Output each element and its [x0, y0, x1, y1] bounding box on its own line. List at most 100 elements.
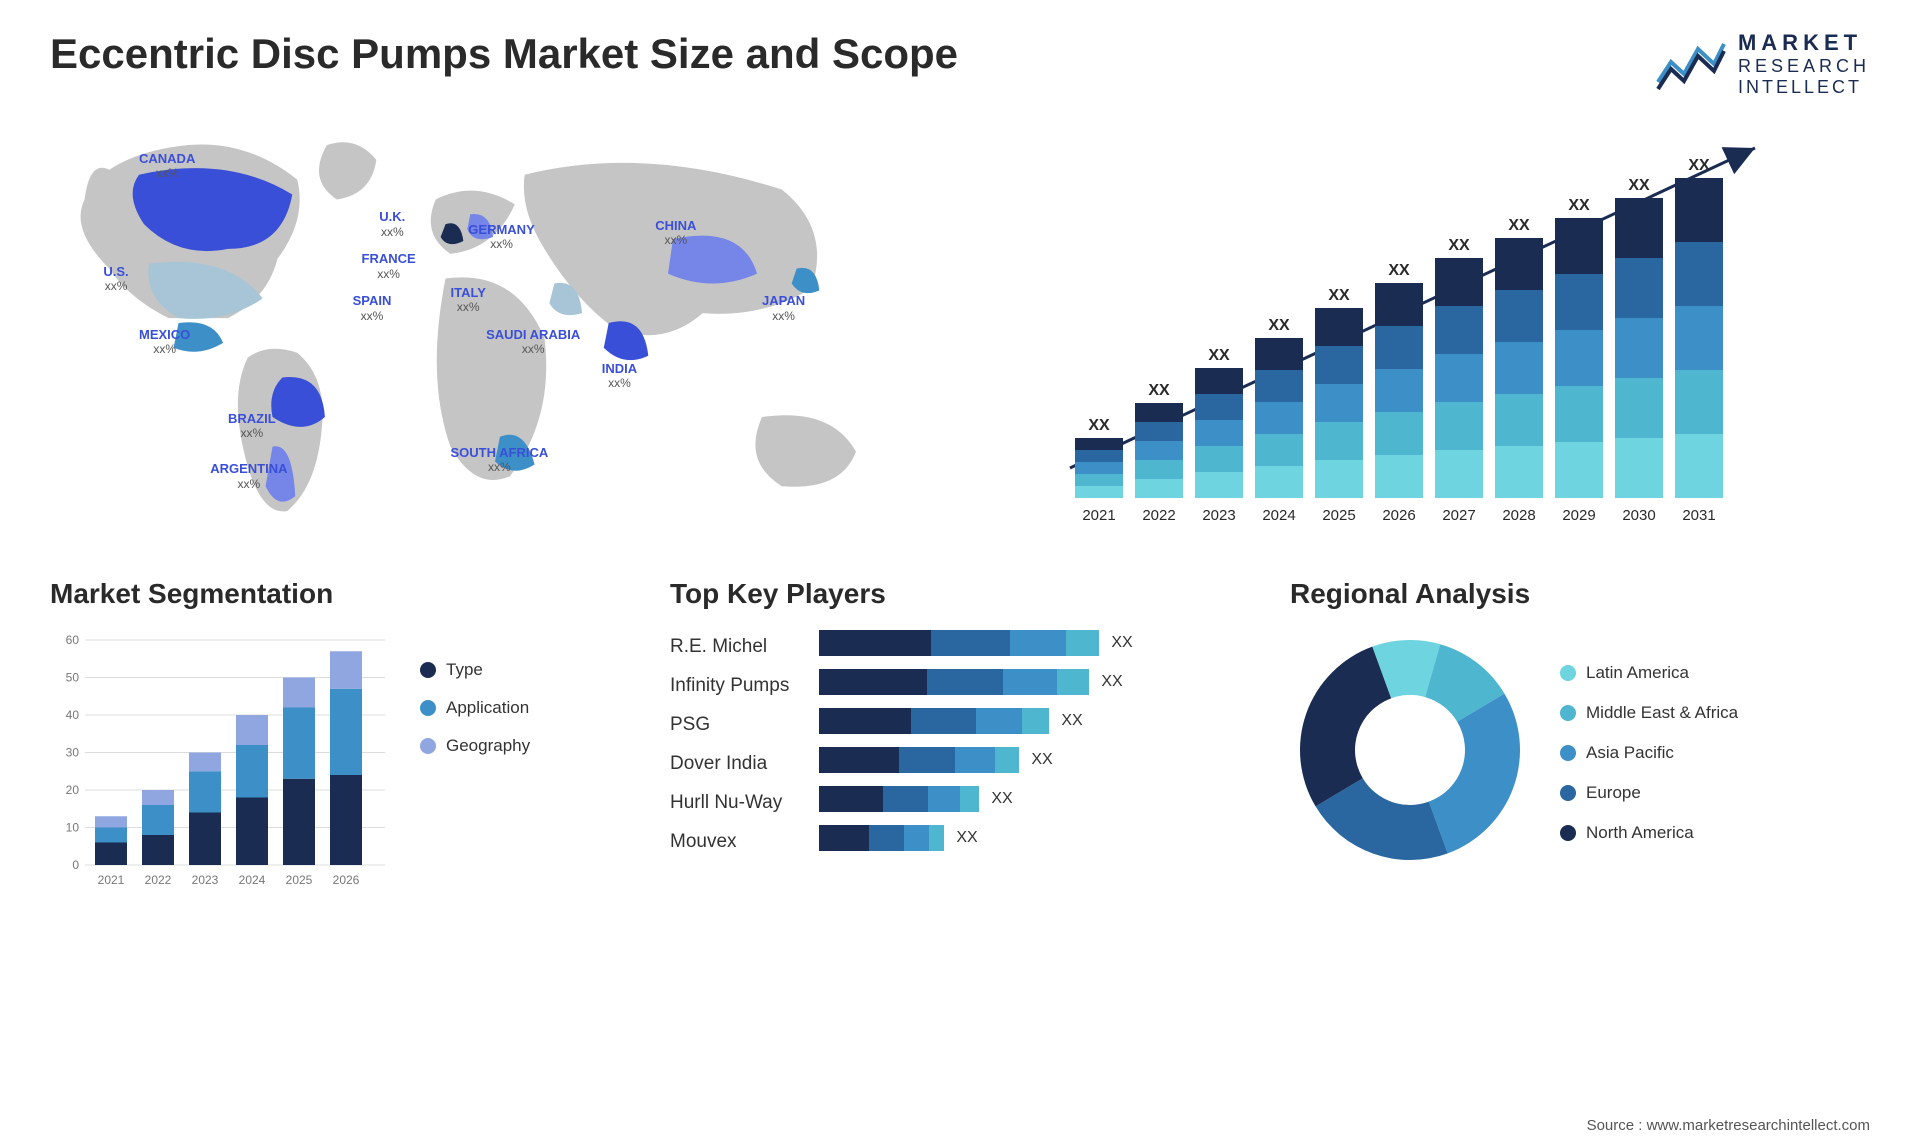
svg-text:2021: 2021	[98, 873, 125, 887]
player-name: Mouvex	[670, 829, 789, 855]
map-label-germany: GERMANYxx%	[468, 223, 534, 252]
svg-text:2021: 2021	[1082, 507, 1115, 524]
player-bar-row: XX	[819, 630, 1250, 656]
svg-text:2023: 2023	[192, 873, 219, 887]
logo: MARKET RESEARCH INTELLECT	[1656, 30, 1870, 98]
svg-text:10: 10	[66, 821, 80, 835]
map-label-argentina: ARGENTINAxx%	[210, 462, 287, 491]
svg-text:XX: XX	[1688, 157, 1710, 174]
bottom-row: Market Segmentation 0 10 20 30 40 50 60 2021 202…	[50, 578, 1870, 890]
map-label-china: CHINAxx%	[655, 219, 696, 248]
source-text: Source : www.marketresearchintellect.com	[1587, 1117, 1870, 1134]
logo-line3: INTELLECT	[1738, 77, 1870, 98]
segmentation-chart: 0 10 20 30 40 50 60 2021 2022 2023 2024 2025 2026	[50, 630, 390, 890]
player-name: R.E. Michel	[670, 634, 789, 660]
world-map-panel: CANADAxx% U.S.xx% MEXICOxx% BRAZILxx% ARGENT…	[50, 118, 940, 538]
header: Eccentric Disc Pumps Market Size and Sco…	[50, 30, 1870, 98]
player-bar-row: XX	[819, 786, 1250, 812]
map-label-italy: ITALYxx%	[451, 286, 486, 315]
svg-text:2022: 2022	[1142, 507, 1175, 524]
player-value: XX	[1111, 634, 1132, 652]
player-value: XX	[1101, 673, 1122, 691]
svg-text:30: 30	[66, 746, 80, 760]
player-bar-row: XX	[819, 669, 1250, 695]
regional-title: Regional Analysis	[1290, 578, 1870, 610]
svg-text:2026: 2026	[1382, 507, 1415, 524]
regional-legend-item: Latin America	[1560, 663, 1738, 683]
svg-text:XX: XX	[1568, 197, 1590, 214]
page-title: Eccentric Disc Pumps Market Size and Sco…	[50, 30, 958, 78]
svg-text:XX: XX	[1448, 237, 1470, 254]
svg-text:2024: 2024	[1262, 507, 1295, 524]
svg-text:2031: 2031	[1682, 507, 1715, 524]
map-label-brazil: BRAZILxx%	[228, 412, 276, 441]
regional-legend-item: Europe	[1560, 783, 1738, 803]
svg-text:XX: XX	[1328, 287, 1350, 304]
player-name: Infinity Pumps	[670, 673, 789, 699]
regional-legend-item: Asia Pacific	[1560, 743, 1738, 763]
svg-text:XX: XX	[1268, 317, 1290, 334]
seg-legend-geography: Geography	[420, 736, 530, 756]
map-label-france: FRANCExx%	[362, 252, 416, 281]
svg-text:2022: 2022	[145, 873, 172, 887]
forecast-chart: XX 2021 XX 2022 XX 2023 XX 2024 XX 2025 XX 2026 XX 20…	[980, 118, 1870, 538]
map-label-u-k-: U.K.xx%	[379, 210, 405, 239]
map-label-spain: SPAINxx%	[353, 294, 392, 323]
svg-text:2029: 2029	[1562, 507, 1595, 524]
player-value: XX	[1031, 751, 1052, 769]
svg-text:50: 50	[66, 671, 80, 685]
logo-icon	[1656, 34, 1726, 94]
svg-text:2026: 2026	[333, 873, 360, 887]
seg-legend-type: Type	[420, 660, 530, 680]
svg-text:XX: XX	[1208, 347, 1230, 364]
regional-legend: Latin America Middle East & Africa Asia Pa…	[1560, 663, 1738, 843]
player-value: XX	[956, 829, 977, 847]
player-name: Hurll Nu-Way	[670, 790, 789, 816]
logo-line2: RESEARCH	[1738, 56, 1870, 77]
svg-text:XX: XX	[1508, 217, 1530, 234]
regional-legend-item: Middle East & Africa	[1560, 703, 1738, 723]
map-label-mexico: MEXICOxx%	[139, 328, 190, 357]
players-names: R.E. Michel Infinity Pumps PSG Dover India H…	[670, 630, 789, 855]
map-label-canada: CANADAxx%	[139, 152, 195, 181]
player-bar-row: XX	[819, 708, 1250, 734]
segmentation-legend: Type Application Geography	[420, 660, 530, 890]
svg-text:2025: 2025	[1322, 507, 1355, 524]
map-label-japan: JAPANxx%	[762, 294, 805, 323]
svg-text:XX: XX	[1088, 417, 1110, 434]
logo-line1: MARKET	[1738, 30, 1870, 56]
regional-panel: Regional Analysis Latin America Middle Ea…	[1290, 578, 1870, 890]
player-name: Dover India	[670, 751, 789, 777]
svg-text:2023: 2023	[1202, 507, 1235, 524]
players-bars: XX XX XX XX XX XX	[819, 630, 1250, 855]
svg-text:2024: 2024	[239, 873, 266, 887]
segmentation-panel: Market Segmentation 0 10 20 30 40 50 60 2021 202…	[50, 578, 630, 890]
svg-text:2030: 2030	[1622, 507, 1655, 524]
svg-text:60: 60	[66, 633, 80, 647]
svg-text:2027: 2027	[1442, 507, 1475, 524]
player-value: XX	[991, 790, 1012, 808]
svg-text:20: 20	[66, 783, 80, 797]
player-name: PSG	[670, 712, 789, 738]
map-label-saudi-arabia: SAUDI ARABIAxx%	[486, 328, 580, 357]
svg-text:40: 40	[66, 708, 80, 722]
players-title: Top Key Players	[670, 578, 1250, 610]
forecast-svg: XX 2021 XX 2022 XX 2023 XX 2024 XX 2025 XX 2026 XX 20…	[980, 118, 1870, 538]
regional-donut	[1290, 630, 1530, 870]
top-row: CANADAxx% U.S.xx% MEXICOxx% BRAZILxx% ARGENT…	[50, 118, 1870, 538]
svg-text:XX: XX	[1628, 177, 1650, 194]
player-value: XX	[1061, 712, 1082, 730]
segmentation-title: Market Segmentation	[50, 578, 630, 610]
svg-text:XX: XX	[1148, 382, 1170, 399]
player-bar-row: XX	[819, 747, 1250, 773]
map-label-south-africa: SOUTH AFRICAxx%	[451, 446, 549, 475]
seg-legend-application: Application	[420, 698, 530, 718]
players-panel: Top Key Players R.E. Michel Infinity Pump…	[670, 578, 1250, 890]
map-label-india: INDIAxx%	[602, 362, 637, 391]
player-bar-row: XX	[819, 825, 1250, 851]
svg-text:XX: XX	[1388, 262, 1410, 279]
svg-text:0: 0	[72, 858, 79, 872]
svg-text:2025: 2025	[286, 873, 313, 887]
svg-text:2028: 2028	[1502, 507, 1535, 524]
map-label-u-s-: U.S.xx%	[103, 265, 128, 294]
